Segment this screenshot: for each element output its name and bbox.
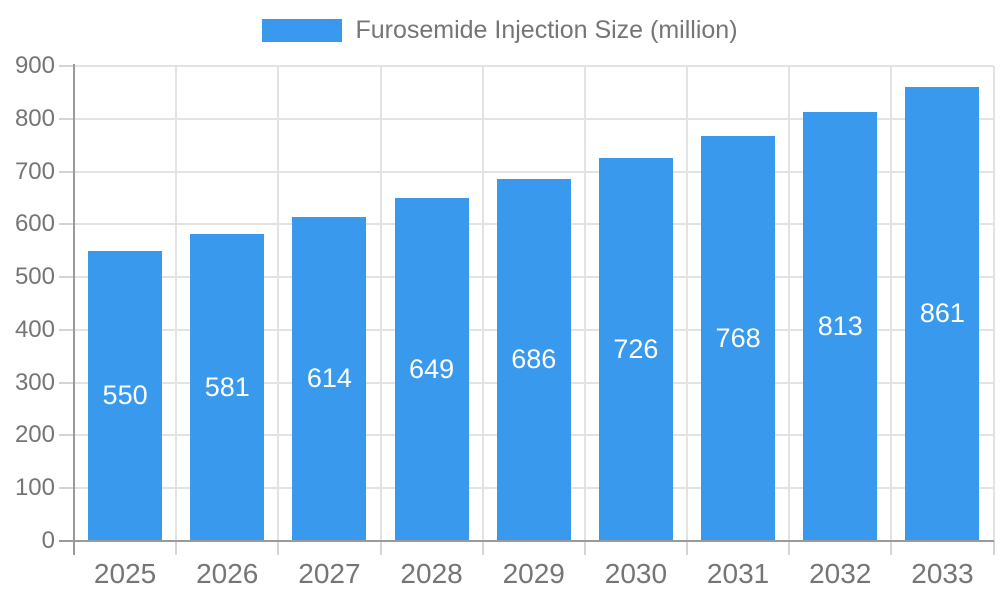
x-axis-tick-7 — [788, 541, 791, 555]
y-axis-label-0: 0 — [41, 527, 55, 554]
chart-legend[interactable]: Furosemide Injection Size (million) — [0, 17, 1000, 43]
y-axis-label-700: 700 — [14, 157, 55, 185]
y-axis-label-800: 800 — [14, 104, 55, 132]
y-axis-label-900: 900 — [14, 52, 55, 79]
bar-2033[interactable] — [905, 86, 980, 541]
y-axis-tick-600 — [59, 223, 74, 226]
legend-swatch[interactable] — [262, 18, 343, 42]
x-axis-label-2032: 2032 — [809, 558, 872, 589]
x-axis-label-2025: 2025 — [93, 558, 157, 589]
y-axis-tick-200 — [59, 434, 74, 437]
bar-2026[interactable] — [190, 234, 265, 541]
bar-value-2028: 649 — [409, 354, 455, 385]
bar-2029[interactable] — [496, 178, 571, 541]
gridline-v-9 — [992, 66, 995, 541]
x-axis-tick-3 — [379, 541, 382, 555]
x-axis-line — [59, 540, 994, 542]
y-axis-label-600: 600 — [14, 210, 55, 238]
gridline-h-900 — [74, 65, 994, 67]
y-axis-tick-800 — [59, 117, 74, 120]
gridline-v-3 — [379, 66, 382, 541]
x-axis-label-2029: 2029 — [502, 558, 565, 589]
x-axis-label-2031: 2031 — [706, 558, 770, 589]
y-axis-label-200: 200 — [14, 421, 55, 449]
y-axis-label-100: 100 — [14, 474, 55, 502]
bar-value-2026: 581 — [204, 372, 250, 403]
y-axis-tick-900 — [59, 65, 74, 67]
y-axis-tick-100 — [59, 487, 74, 490]
x-axis-label-2026: 2026 — [196, 558, 259, 589]
bar-2025[interactable] — [88, 250, 163, 541]
y-axis-tick-700 — [59, 170, 74, 173]
y-axis-tick-400 — [59, 328, 74, 331]
gridline-h-700 — [74, 170, 994, 173]
bar-value-2027: 614 — [306, 363, 352, 394]
x-axis-tick-4 — [481, 541, 484, 555]
y-axis-label-300: 300 — [14, 368, 55, 396]
x-axis-tick-8 — [890, 541, 893, 555]
x-axis-tick-2 — [277, 541, 280, 555]
y-axis-line — [73, 64, 75, 555]
bar-value-2030: 726 — [613, 333, 659, 364]
bar-2030[interactable] — [598, 157, 673, 541]
gridline-v-6 — [686, 66, 688, 541]
x-axis-tick-9 — [992, 541, 995, 555]
y-axis-tick-300 — [59, 381, 74, 384]
gridline-v-8 — [890, 66, 893, 541]
gridline-v-2 — [277, 66, 280, 541]
x-axis-tick-1 — [175, 541, 178, 555]
gridline-h-800 — [74, 117, 994, 120]
x-axis-label-2030: 2030 — [604, 558, 668, 589]
bar-2032[interactable] — [803, 111, 878, 541]
bar-value-2029: 686 — [511, 344, 557, 375]
gridline-v-1 — [175, 66, 178, 541]
bar-value-2032: 813 — [817, 310, 863, 341]
legend-label[interactable]: Furosemide Injection Size (million) — [355, 16, 738, 44]
x-axis-label-2028: 2028 — [400, 558, 463, 589]
y-axis-label-500: 500 — [14, 263, 55, 291]
bar-2031[interactable] — [701, 135, 776, 541]
bar-value-2033: 861 — [919, 298, 965, 329]
y-axis-tick-500 — [59, 276, 74, 279]
gridline-v-5 — [583, 66, 586, 541]
y-axis-label-400: 400 — [14, 315, 55, 343]
gridline-v-7 — [788, 66, 791, 541]
x-axis-label-2027: 2027 — [298, 558, 361, 589]
x-axis-tick-5 — [583, 541, 586, 555]
bar-value-2025: 550 — [102, 380, 148, 411]
bar-2027[interactable] — [292, 216, 367, 541]
x-axis-label-2033: 2033 — [911, 558, 974, 589]
bar-2028[interactable] — [394, 198, 469, 541]
gridline-v-4 — [481, 66, 484, 541]
x-axis-tick-6 — [686, 541, 688, 555]
bar-value-2031: 768 — [715, 322, 761, 353]
